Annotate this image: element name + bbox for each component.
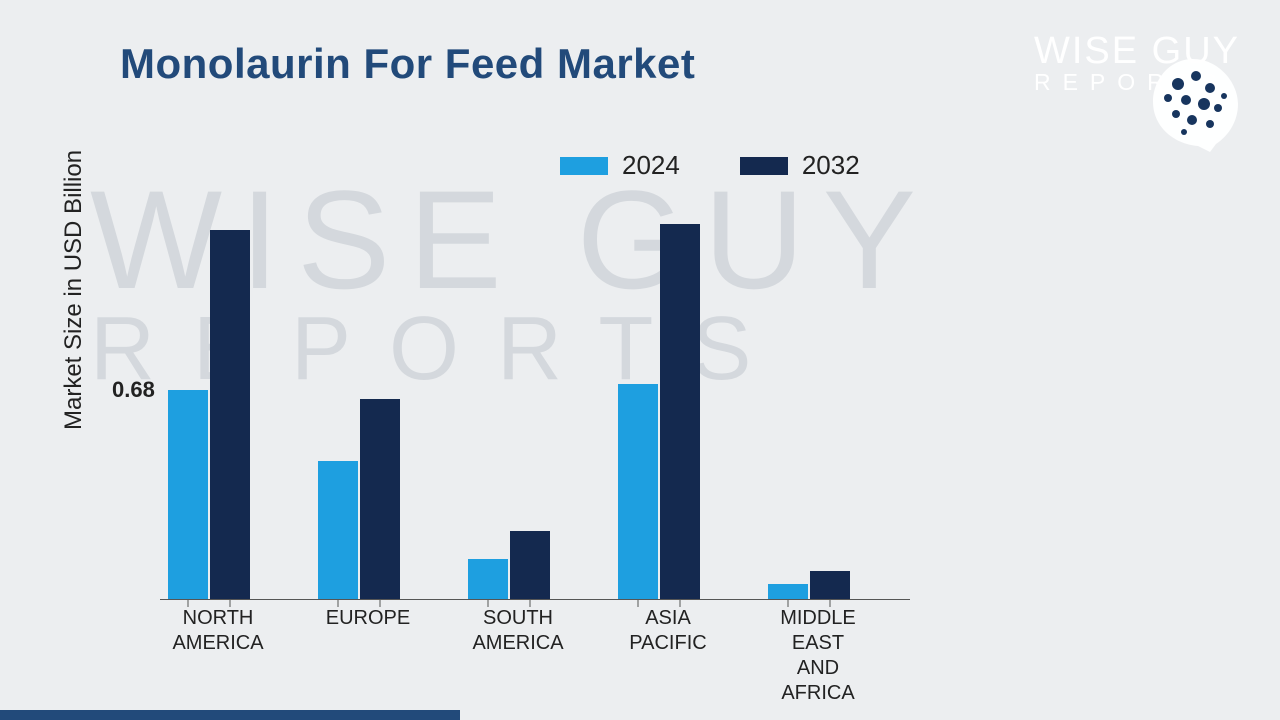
bar-2032: [210, 230, 250, 599]
bar-2024: [618, 384, 658, 599]
bottom-accent-bar: [0, 710, 460, 720]
chart-area: Market Size in USD Billion 0.68 NORTHAME…: [100, 160, 940, 700]
bar-2024: [168, 390, 208, 599]
category-label: MIDDLEEASTANDAFRICA: [748, 606, 888, 706]
brand-logo: WISE GUY REPORTS: [1034, 30, 1240, 96]
category-label: NORTHAMERICA: [148, 606, 288, 656]
head-icon: [1138, 54, 1248, 154]
y-axis-label: Market Size in USD Billion: [60, 150, 88, 430]
bar-2032: [510, 531, 550, 599]
category-label: ASIAPACIFIC: [598, 606, 738, 656]
x-axis-baseline: [160, 599, 910, 600]
stage: WISE GUY REPORTS Monolaurin For Feed Mar…: [0, 0, 1280, 720]
plot-area: 0.68: [160, 200, 910, 600]
category-label: EUROPE: [298, 606, 438, 631]
category-label: SOUTHAMERICA: [448, 606, 588, 656]
value-label: 0.68: [112, 377, 155, 403]
bar-2024: [318, 461, 358, 599]
bar-2024: [468, 559, 508, 599]
chart-title: Monolaurin For Feed Market: [120, 40, 695, 88]
bar-2032: [660, 224, 700, 599]
bar-2032: [360, 399, 400, 599]
bar-2024: [768, 584, 808, 599]
bar-2032: [810, 571, 850, 599]
